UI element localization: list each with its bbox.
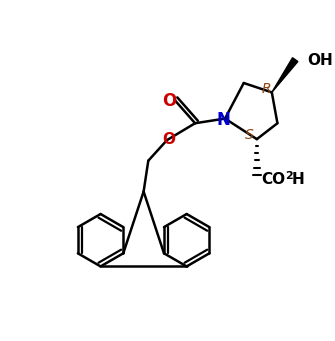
Text: CO: CO [262, 172, 286, 187]
Polygon shape [272, 58, 298, 92]
Text: S: S [245, 129, 254, 143]
Text: O: O [162, 92, 176, 110]
Text: 2: 2 [285, 170, 293, 181]
Text: OH: OH [308, 53, 333, 68]
Text: R: R [261, 81, 271, 95]
Text: H: H [291, 172, 304, 187]
Text: N: N [216, 110, 230, 129]
Text: O: O [162, 132, 176, 147]
